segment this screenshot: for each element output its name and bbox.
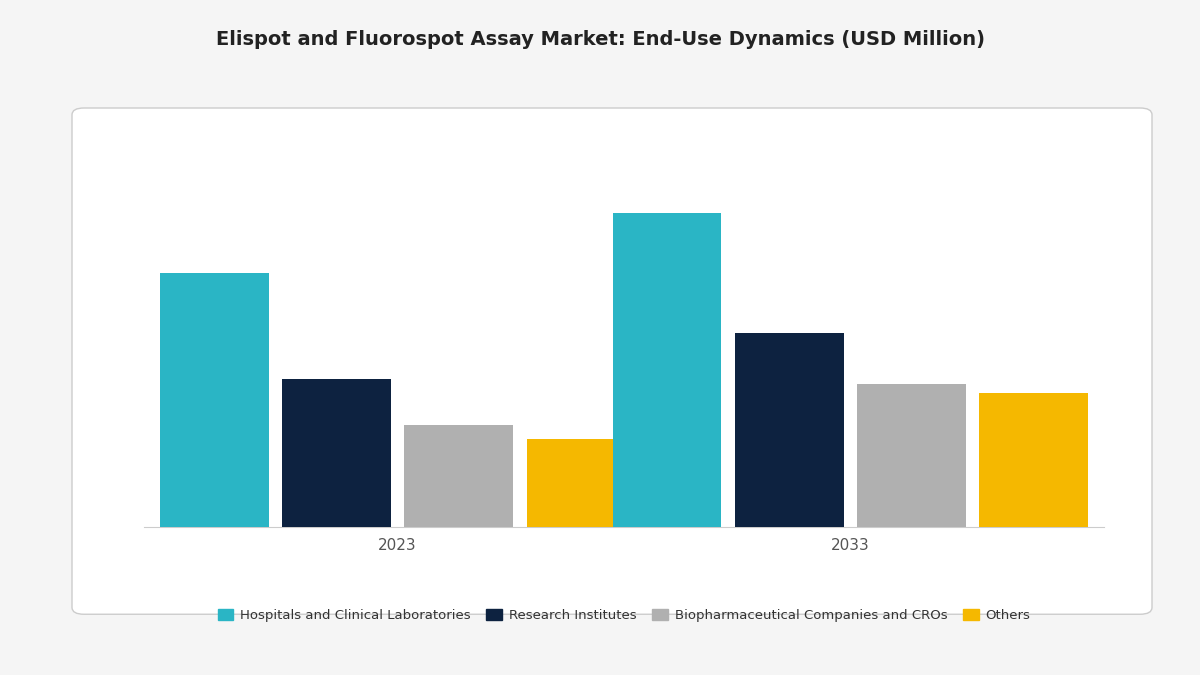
Bar: [160, 273, 269, 526]
Bar: [613, 213, 721, 526]
Legend: Hospitals and Clinical Laboratories, Research Institutes, Biopharmaceutical Comp: Hospitals and Clinical Laboratories, Res…: [212, 603, 1036, 627]
Bar: [734, 333, 844, 526]
Bar: [979, 393, 1088, 526]
Bar: [857, 383, 966, 526]
Text: Elispot and Fluorospot Assay Market: End-Use Dynamics (USD Million): Elispot and Fluorospot Assay Market: End…: [216, 30, 984, 49]
Bar: [282, 379, 391, 526]
Bar: [527, 439, 635, 526]
Bar: [404, 425, 514, 526]
